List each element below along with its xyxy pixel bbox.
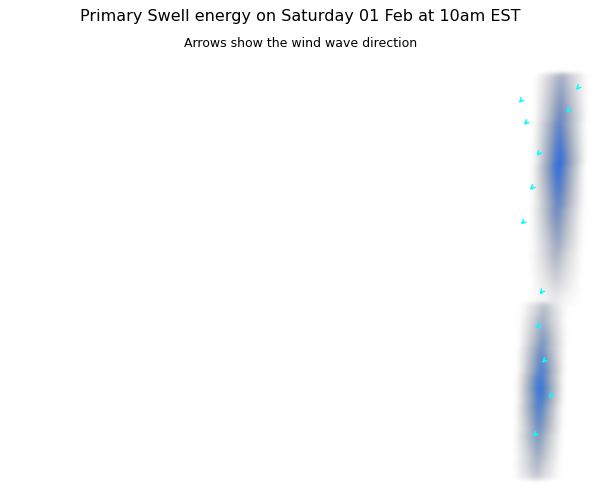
Text: Primary Swell energy on Saturday 01 Feb at 10am EST: Primary Swell energy on Saturday 01 Feb … [81,9,520,24]
Text: Arrows show the wind wave direction: Arrows show the wind wave direction [184,37,417,50]
